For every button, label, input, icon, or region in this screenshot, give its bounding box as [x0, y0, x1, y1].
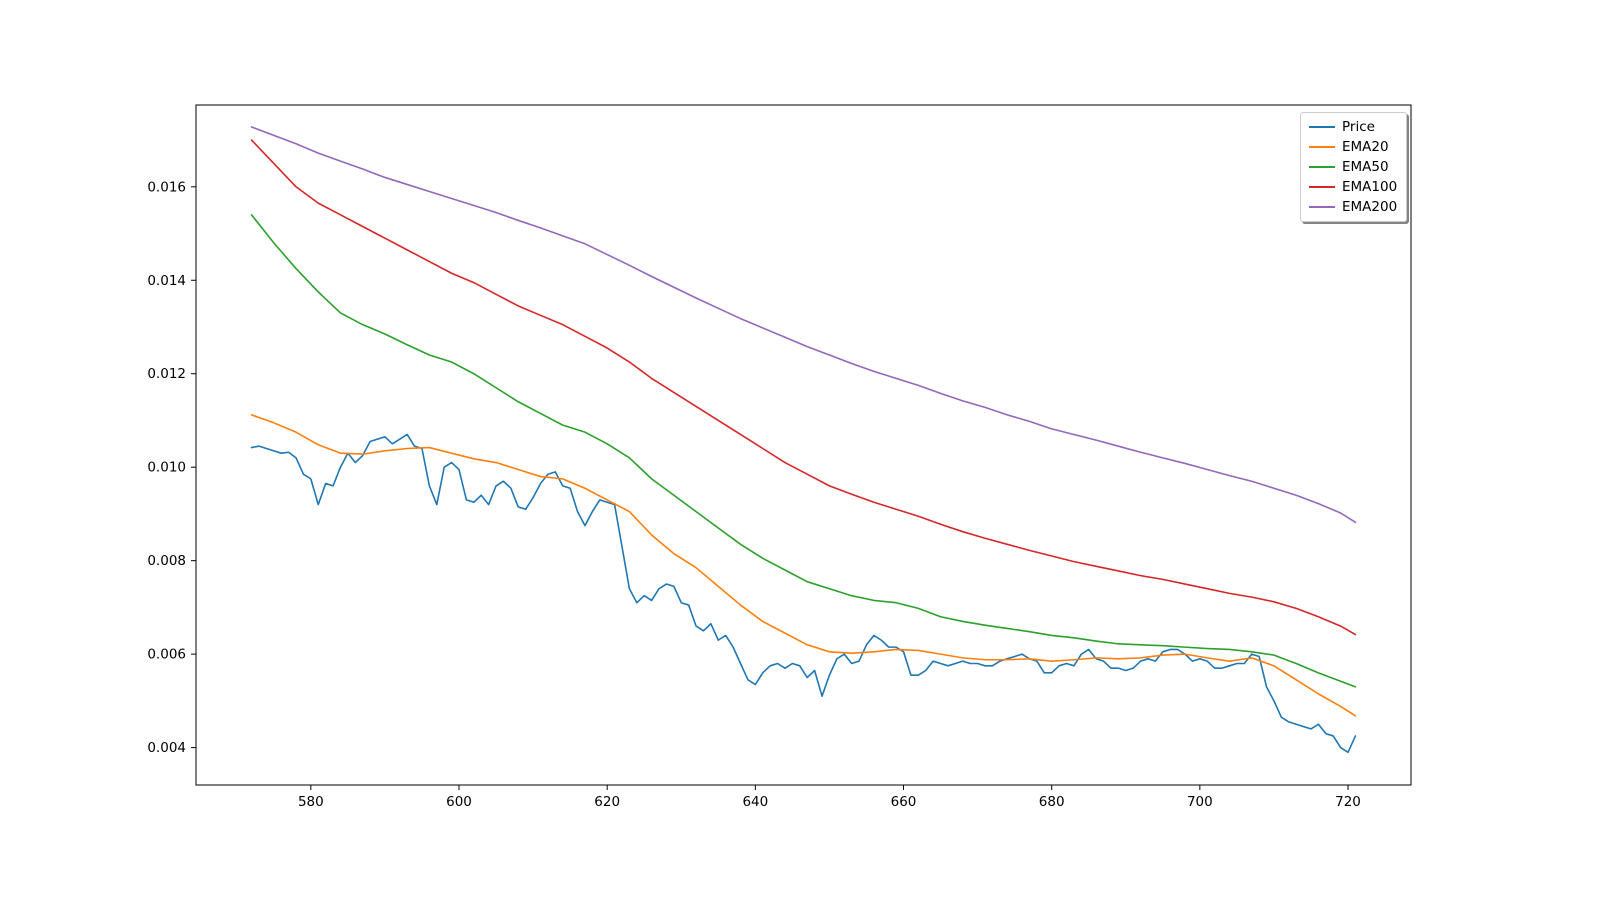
legend-label: EMA20 [1342, 139, 1389, 155]
legend-item-ema200: EMA200 [1309, 198, 1397, 216]
y-tick-label: 0.010 [147, 460, 186, 476]
series-line-ema50 [250, 214, 1357, 688]
x-tick-label: 660 [891, 794, 917, 810]
legend-item-ema50: EMA50 [1309, 158, 1397, 176]
y-tick-label: 0.014 [147, 273, 186, 289]
legend-item-ema20: EMA20 [1309, 138, 1397, 156]
legend-label: Price [1342, 119, 1375, 135]
x-tick-label: 720 [1335, 794, 1361, 810]
series-line-ema100 [250, 139, 1357, 636]
legend-line-swatch [1309, 186, 1335, 188]
legend-line-swatch [1309, 146, 1335, 148]
x-tick-label: 620 [594, 794, 620, 810]
x-tick-label: 580 [298, 794, 324, 810]
x-tick-label: 600 [446, 794, 472, 810]
y-tick-label: 0.012 [147, 366, 186, 382]
y-tick-label: 0.004 [147, 740, 186, 756]
legend-item-price: Price [1309, 118, 1397, 136]
legend-item-ema100: EMA100 [1309, 178, 1397, 196]
legend-line-swatch [1309, 166, 1335, 168]
legend: Price EMA20 EMA50 EMA100 EMA200 [1300, 112, 1408, 222]
series-line-price [250, 433, 1357, 754]
legend-line-swatch [1309, 206, 1335, 208]
series-line-ema200 [250, 126, 1357, 524]
y-tick-label: 0.016 [147, 179, 186, 195]
x-tick-label: 640 [742, 794, 768, 810]
legend-line-swatch [1309, 126, 1335, 128]
series-line-ema20 [250, 414, 1357, 717]
y-tick-label: 0.006 [147, 647, 186, 663]
legend-label: EMA100 [1342, 179, 1398, 195]
legend-label: EMA50 [1342, 159, 1389, 175]
x-tick-label: 680 [1039, 794, 1065, 810]
x-tick-label: 700 [1187, 794, 1213, 810]
y-tick-label: 0.008 [147, 553, 186, 569]
axes-frame [195, 104, 1412, 786]
legend-label: EMA200 [1342, 199, 1398, 215]
